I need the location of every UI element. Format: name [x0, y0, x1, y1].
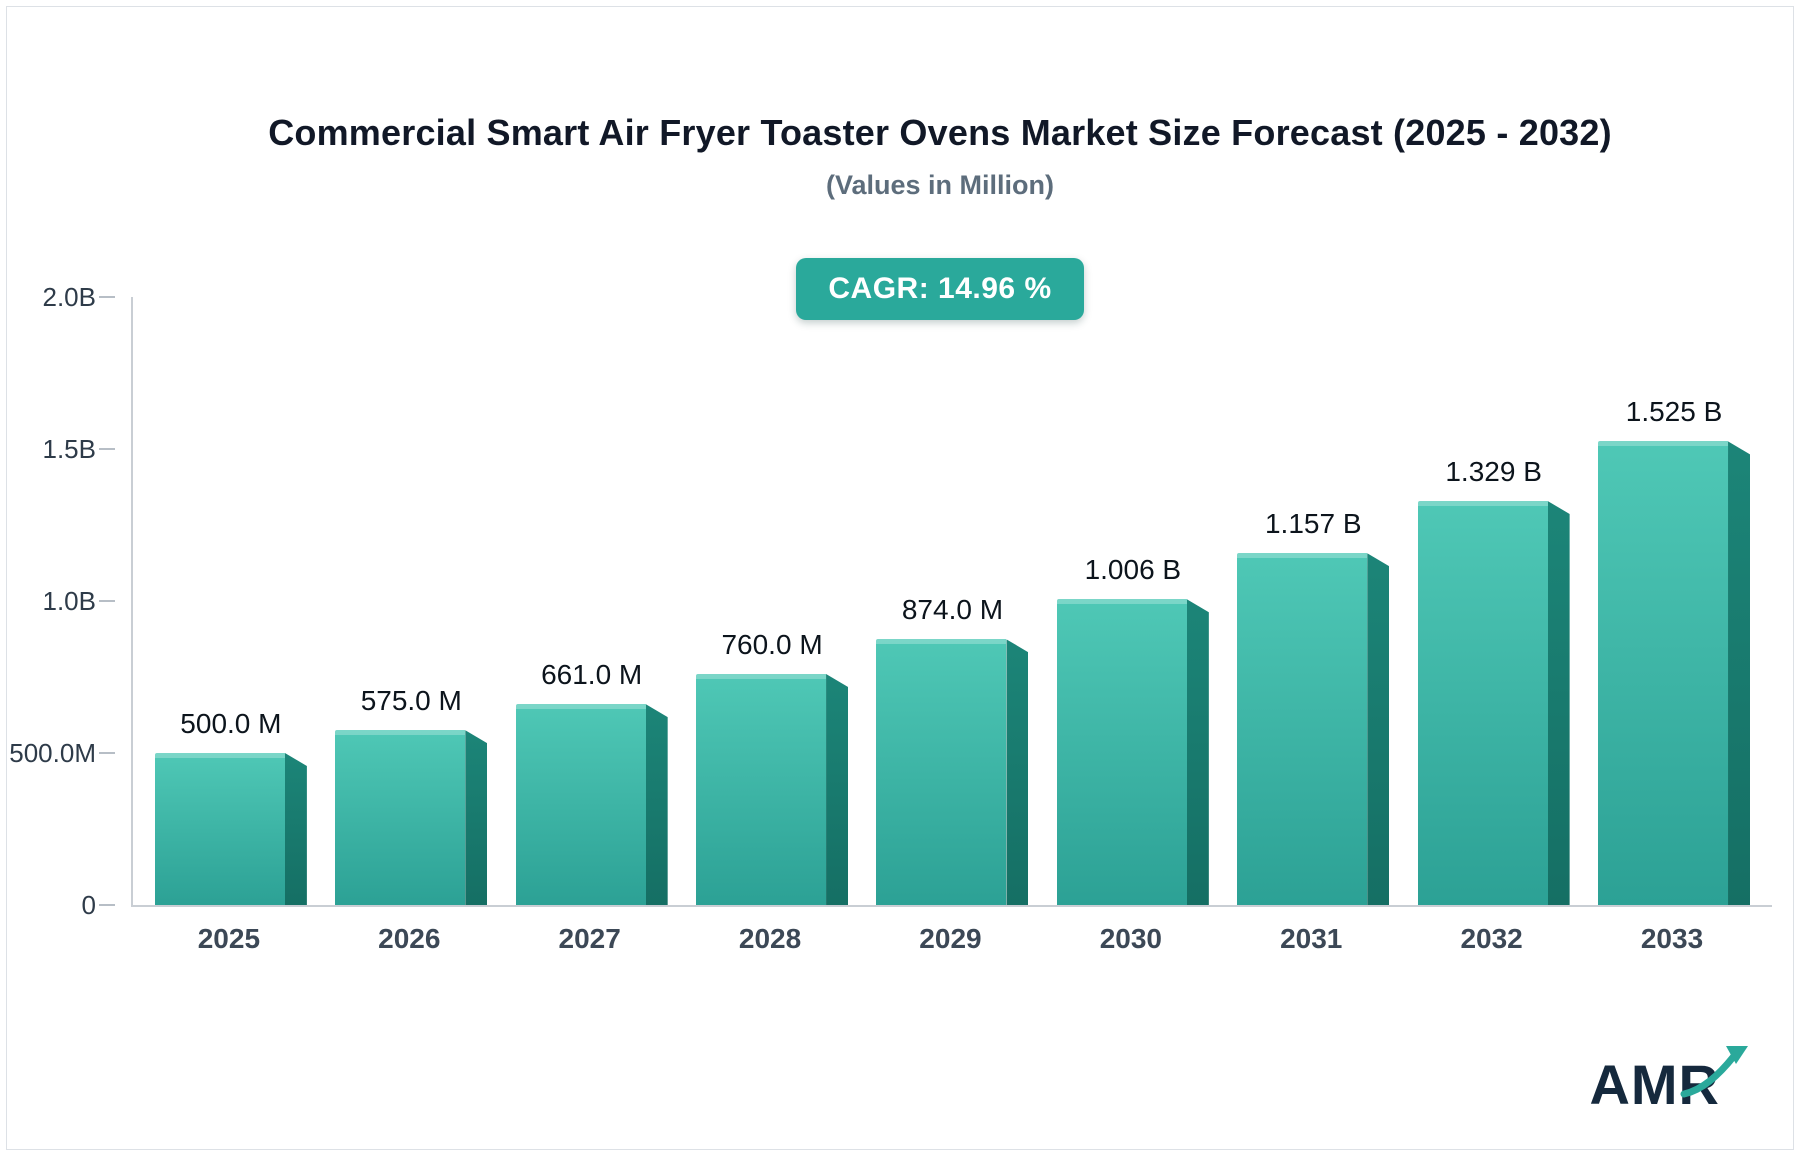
bar	[515, 704, 668, 905]
bar-value-label: 575.0 M	[360, 685, 462, 717]
y-tick-mark	[99, 904, 115, 906]
bar-group-2033: 1.525 B	[1592, 297, 1757, 905]
chart-subtitle: (Values in Million)	[825, 170, 1055, 200]
bar	[1598, 441, 1751, 905]
bar-group-2029: 874.0 M	[870, 297, 1035, 905]
bar-group-2026: 575.0 M	[329, 297, 494, 905]
y-tick-label: 2.0B	[42, 282, 97, 312]
bar	[876, 639, 1029, 905]
y-tick-mark	[99, 600, 115, 602]
bar-value-label: 1.329 B	[1445, 455, 1542, 487]
bar	[696, 673, 849, 905]
bar-value-label: 1.006 B	[1084, 554, 1182, 586]
bar	[1237, 553, 1390, 905]
chart-title: Commercial Smart Air Fryer Toaster Ovens…	[268, 112, 1612, 153]
y-tick-label: 0	[81, 890, 96, 920]
bar-face	[876, 639, 1007, 905]
bar-face	[1056, 599, 1187, 905]
y-tick-label: 1.0B	[42, 586, 97, 616]
bar-group-2027: 661.0 M	[509, 297, 674, 905]
bar-face	[1417, 500, 1548, 905]
bar-side	[1367, 553, 1390, 905]
bar-value-label: 874.0 M	[901, 594, 1004, 626]
bar-value-label: 1.525 B	[1625, 396, 1723, 428]
bar-side	[465, 730, 488, 905]
x-axis-label: 2025	[197, 923, 261, 954]
bar	[335, 730, 488, 905]
amr-logo: AMR	[1589, 1045, 1750, 1117]
bar-value-label: 1.157 B	[1264, 508, 1362, 540]
x-axis-label: 2032	[1460, 923, 1523, 954]
x-axis-label: 2028	[738, 923, 802, 954]
bar-side	[645, 704, 668, 905]
y-tick-mark	[99, 296, 115, 298]
x-axis-label: 2031	[1280, 923, 1343, 954]
bar-group-2025: 500.0 M	[148, 297, 313, 905]
bar-side	[826, 673, 849, 905]
bar-value-label: 661.0 M	[541, 659, 643, 691]
bar	[154, 753, 307, 905]
bar	[1417, 500, 1570, 905]
bar-face	[335, 730, 466, 905]
x-axis-label: 2026	[378, 923, 441, 954]
bar-group-2028: 760.0 M	[690, 297, 855, 905]
bar-value-label: 500.0 M	[180, 708, 282, 739]
bar-side	[284, 753, 307, 905]
y-tick-mark	[99, 752, 115, 754]
bar-side	[1006, 639, 1029, 905]
x-axis-label: 2029	[919, 923, 982, 954]
amr-logo-arrow-icon	[1680, 1045, 1748, 1097]
bar-face	[154, 753, 285, 905]
y-tick-label: 1.5B	[42, 434, 97, 464]
y-tick-mark	[99, 448, 115, 450]
cagr-badge: CAGR: 14.96 %	[796, 258, 1084, 320]
bar-face	[696, 673, 827, 905]
bar-side	[1547, 500, 1570, 905]
bar	[1056, 599, 1209, 905]
x-axis-label: 2027	[558, 923, 621, 954]
bar-face	[1237, 553, 1368, 905]
bar-group-2032: 1.329 B	[1411, 297, 1576, 905]
x-axis-label: 2033	[1640, 923, 1704, 954]
bar-side	[1186, 599, 1209, 905]
x-axis-label: 2030	[1099, 923, 1162, 954]
plot-area: 500.0 M 575.0 M 661.0 M 760.0 M 874.0 M 1.006…	[131, 297, 1772, 907]
y-axis: 2.0B 1.5B 1.0B 500.0M 0	[0, 283, 131, 919]
y-tick-label: 500.0M	[9, 738, 96, 768]
x-axis-row: 2025 2026 2027 2028 2029 2030 2031 2032 2033	[131, 923, 1770, 955]
cagr-badge-row: CAGR: 14.96 %	[110, 258, 1770, 320]
bar-face	[515, 704, 646, 905]
bar-face	[1598, 441, 1729, 905]
bar-value-label: 760.0 M	[721, 628, 823, 660]
bar-group-2031: 1.157 B	[1231, 297, 1396, 905]
bar-group-2030: 1.006 B	[1050, 297, 1215, 905]
bar-side	[1728, 441, 1751, 905]
